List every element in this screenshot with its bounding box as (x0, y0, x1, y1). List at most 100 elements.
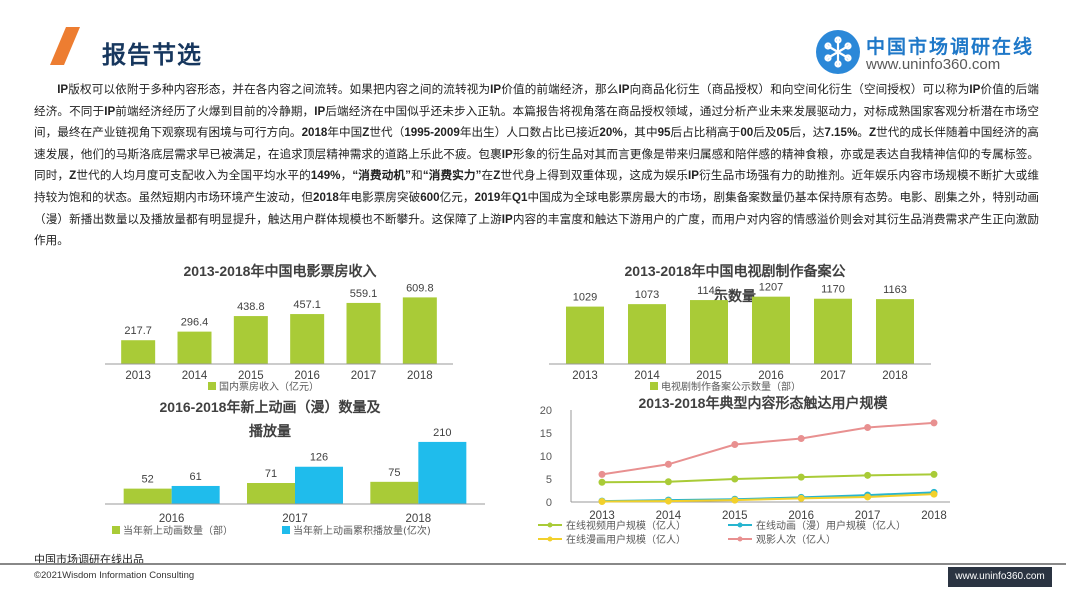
paragraph-segment: 中国成为全球电影票房最大的市场，剧集备案数量仍基本保持原有态势。电影、剧集之外，… (34, 189, 1039, 226)
x-tick-label: 2017 (820, 370, 846, 382)
x-tick-label: 2013 (572, 370, 598, 382)
bar (690, 300, 728, 364)
data-point (731, 441, 739, 448)
title-accent-slash-icon (50, 27, 80, 65)
paragraph-segment: IP (501, 212, 513, 226)
data-point (731, 496, 739, 504)
bar (233, 316, 268, 364)
data-point (598, 498, 606, 506)
paragraph-segment: IP (688, 169, 700, 183)
chart-animation: 2016-2018年新上动画（漫）数量及 播放量 52 61 2016 71 126 2017… (100, 396, 490, 544)
data-point (731, 475, 739, 483)
legend-swatch (282, 526, 290, 534)
logo-brand-name: 中国市场调研在线 (866, 36, 1035, 58)
chart-title: 示数量 (714, 288, 756, 304)
data-label: 75 (388, 467, 400, 479)
data-label: 1146 (697, 285, 721, 297)
legend-marker (737, 522, 743, 528)
paragraph-segment: 149% (310, 169, 341, 183)
paragraph-segment: “消费实力” (422, 169, 482, 183)
x-tick-label: 2015 (722, 510, 748, 522)
footer-url-badge[interactable]: www.uninfo360.com (948, 567, 1052, 587)
bar (566, 306, 604, 364)
x-tick-label: 2016 (758, 370, 784, 382)
x-tick-label: 2017 (855, 510, 881, 522)
paragraph-segment: 世代的成长伴随着中国经济的高速发展，他们的马斯洛底层需求早已被满足，在追求顶层精… (34, 125, 1039, 161)
bar (370, 481, 419, 504)
paragraph-segment: 7.15% (824, 126, 858, 140)
legend-swatch (208, 382, 216, 390)
x-tick-label: 2018 (406, 513, 432, 525)
paragraph-segment: 版权可以依附于多种内容形态，并在各内容之间流转。如果把内容之间的流转视为 (68, 82, 491, 96)
data-point (930, 490, 938, 498)
data-point (664, 460, 672, 468)
legend-marker (547, 536, 553, 542)
paragraph-segment: IP (969, 83, 981, 96)
data-label: 61 (190, 471, 202, 483)
snowflake-logo-icon (816, 30, 860, 74)
data-point (864, 471, 872, 479)
legend-label: 在线视频用户规模（亿人） (566, 519, 686, 532)
x-tick-label: 2018 (882, 370, 908, 382)
chart-user-scale: 2013-2018年典型内容形态触达用户规模 0 5 10 15 20 2013 2014 20… (530, 392, 960, 550)
y-tick-label: 10 (540, 451, 552, 463)
paragraph-segment: Q1 (511, 190, 528, 204)
bar (171, 485, 220, 504)
legend-label: 在线动画（漫）用户规模（亿人） (756, 519, 906, 532)
bar (295, 466, 343, 504)
footer-copyright: ©2021Wisdom Information Consulting (34, 570, 195, 581)
bar (402, 297, 437, 364)
data-label: 210 (433, 427, 451, 439)
paragraph-segment: 2019 (474, 190, 501, 204)
data-point (864, 423, 872, 431)
chart-title: 2013-2018年中国电影票房收入 (184, 263, 377, 279)
paragraph-segment: 和 (410, 168, 423, 183)
bar (814, 298, 852, 364)
paragraph-segment: 2018 (313, 190, 339, 204)
paragraph-segment: 年出生）人口数占比已接近 (459, 125, 600, 140)
bar (346, 302, 381, 364)
legend-label: 当年新上动画数量（部） (123, 524, 233, 537)
bar (628, 304, 666, 364)
legend-label: 当年新上动画累积播放量(亿次) (293, 524, 431, 537)
legend-label: 观影人次（亿人） (756, 533, 836, 546)
data-point (930, 419, 938, 427)
data-point (664, 497, 672, 505)
paragraph-segment: ，其中 (622, 125, 658, 140)
paragraph-segment: 世代身上得到双重体现，这成为娱乐 (500, 168, 689, 183)
data-label: 1170 (821, 284, 845, 296)
bar (177, 331, 212, 364)
legend-label: 国内票房收入（亿元） (219, 380, 319, 393)
data-label: 217.7 (124, 325, 152, 337)
y-tick-label: 5 (546, 474, 552, 486)
series-line (601, 493, 935, 503)
data-point (864, 493, 872, 501)
data-label: 1163 (883, 284, 907, 296)
footer-divider (0, 563, 1066, 565)
chart-title: 2013-2018年典型内容形态触达用户规模 (639, 395, 889, 411)
x-tick-label: 2017 (351, 370, 377, 382)
paragraph-segment: 1995-2009 (404, 126, 460, 140)
x-tick-label: 2015 (696, 370, 722, 382)
paragraph-segment: 亿元， (439, 189, 475, 204)
paragraph-segment: 95 (657, 126, 671, 140)
data-point (797, 473, 805, 481)
x-tick-label: 2018 (407, 370, 433, 382)
data-label: 457.1 (293, 299, 321, 311)
paragraph-segment: Z (69, 169, 77, 183)
data-point (664, 478, 672, 486)
data-point (598, 478, 606, 486)
paragraph-segment: 形象的衍生品对其而言更像是带来归属感和陪伴感的精神食粮，亦或是表达自我精神信仰的… (34, 146, 1039, 183)
chart-title: 播放量 (249, 423, 291, 439)
paragraph-segment: 后占比稍高于 (670, 125, 741, 140)
bar (418, 441, 467, 504)
data-label: 1207 (759, 282, 783, 294)
data-point (797, 494, 805, 502)
paragraph-segment: 世代（ (369, 125, 405, 140)
paragraph-segment: 年电影票房突破 (338, 189, 421, 204)
data-point (930, 470, 938, 478)
paragraph-segment: 在 (481, 168, 494, 183)
paragraph-segment: 2018 (301, 126, 328, 140)
legend-label: 在线漫画用户规模（亿人） (566, 533, 686, 546)
paragraph-segment: 00 (740, 126, 754, 140)
